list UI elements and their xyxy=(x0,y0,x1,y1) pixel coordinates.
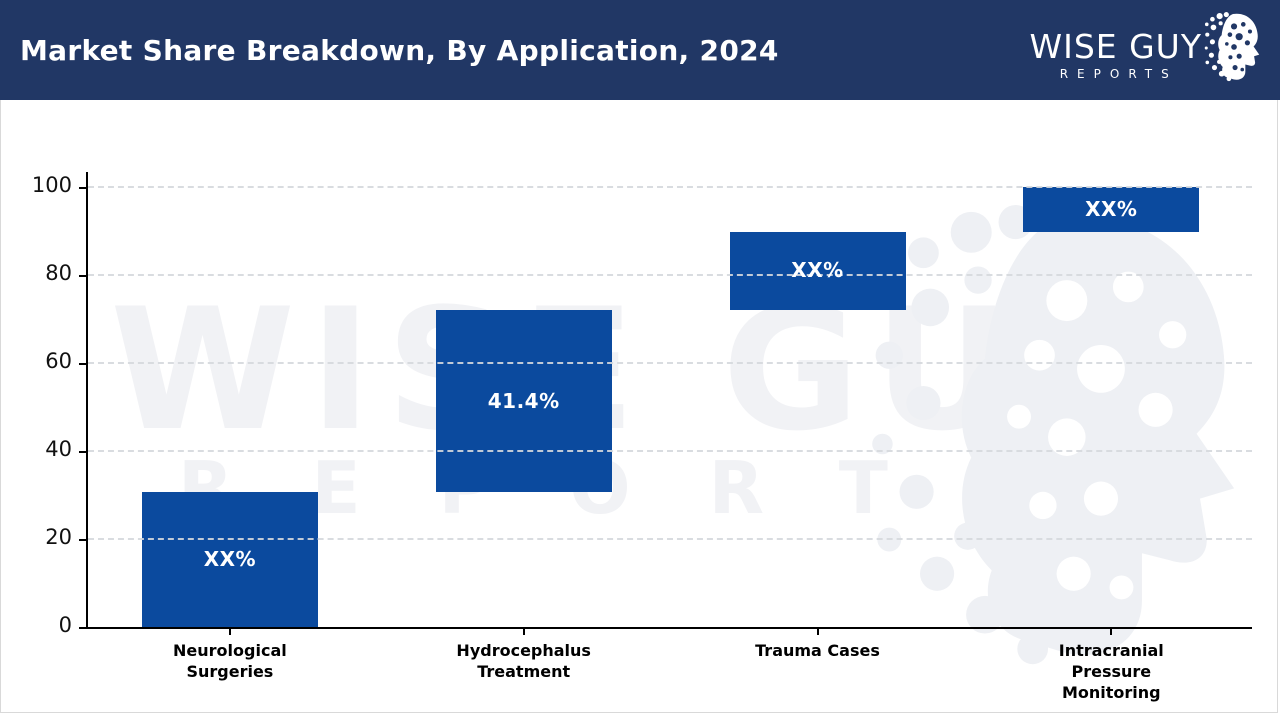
chart-title: Market Share Breakdown, By Application, … xyxy=(20,33,779,67)
brand-logo-text: WISE GUY REPORTS xyxy=(1029,27,1202,82)
watermark-head-logo xyxy=(855,205,1265,683)
brand-logo: WISE GUY REPORTS xyxy=(1029,12,1264,84)
brand-subname: REPORTS xyxy=(1059,67,1178,81)
header: Market Share Breakdown, By Application, … xyxy=(0,0,1280,100)
brand-name: WISE GUY xyxy=(1029,27,1202,66)
brand-head-icon xyxy=(1202,12,1264,84)
